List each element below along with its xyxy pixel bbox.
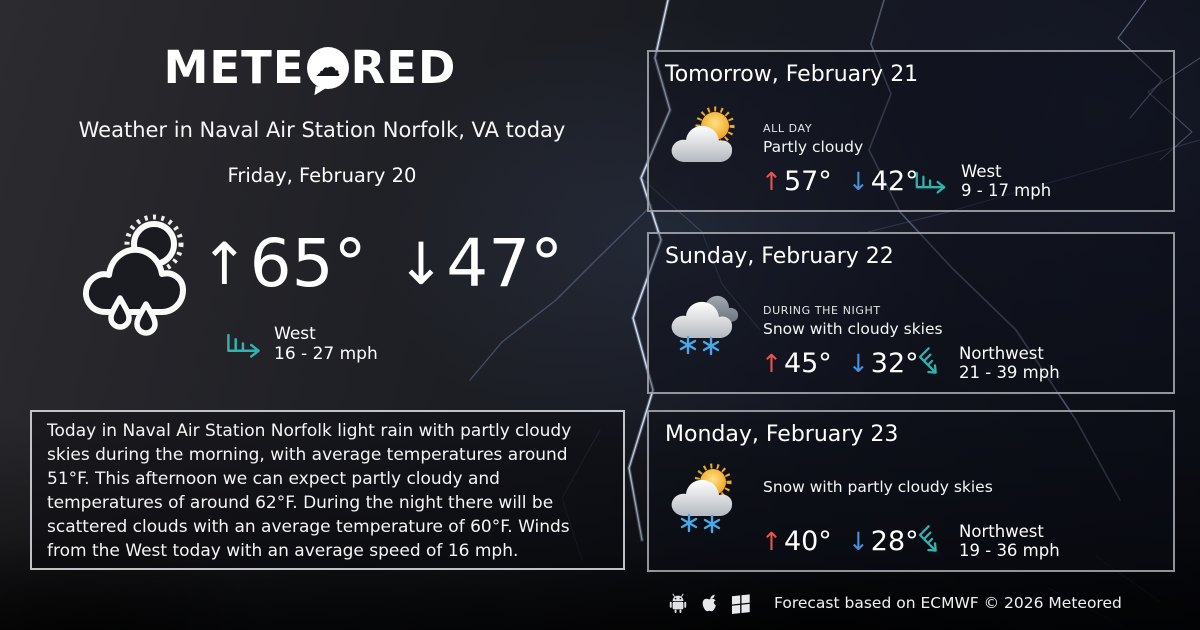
page-date: Friday, February 20 bbox=[227, 164, 417, 187]
wind-barb-down-right-icon bbox=[918, 525, 937, 552]
today-summary: Today in Naval Air Station Norfolk light… bbox=[30, 410, 625, 570]
wind-barb-right-icon bbox=[915, 171, 946, 194]
today-wind-speed: 16 - 27 mph bbox=[274, 343, 378, 364]
card-temperatures: ↑ 40° ↓ 28° bbox=[761, 524, 919, 560]
logo-text-pre: METE bbox=[163, 41, 305, 94]
arrow-up-icon: ↑ bbox=[761, 167, 782, 196]
arrow-down-icon: ↓ bbox=[847, 349, 869, 378]
snow-clouds-icon bbox=[671, 295, 739, 356]
arrow-up-icon: ↑ bbox=[761, 349, 782, 378]
partly-cloudy-icon bbox=[671, 106, 735, 162]
wind-barb-down-right-icon bbox=[918, 347, 937, 374]
card-wind-direction: West bbox=[961, 162, 1002, 181]
today-wind: West 16 - 27 mph bbox=[224, 324, 378, 364]
card-low-value: 28° bbox=[870, 526, 919, 557]
cloud-icon: ☁ bbox=[314, 53, 341, 83]
sun-rain-cloud-icon bbox=[83, 214, 186, 336]
card-wind: Northwest 21 - 39 mph bbox=[913, 344, 1060, 382]
meteored-logo[interactable]: METE ☁ RED bbox=[164, 42, 456, 94]
android-icon bbox=[669, 593, 687, 613]
today-wind-direction: West bbox=[274, 324, 316, 344]
today-high-value: 65° bbox=[249, 225, 367, 302]
card-period-label: ALL DAY bbox=[763, 122, 813, 135]
apple-icon bbox=[702, 594, 716, 612]
arrow-down-icon: ↓ bbox=[847, 167, 869, 196]
arrow-down-icon: ↓ bbox=[396, 230, 446, 298]
arrow-up-icon: ↑ bbox=[761, 527, 782, 556]
forecast-card-monday[interactable]: Monday, February 23 Snow with partly c bbox=[647, 410, 1175, 572]
card-temperatures: ↑ 57° ↓ 42° bbox=[761, 164, 919, 200]
card-wind-speed: 21 - 39 mph bbox=[959, 363, 1060, 382]
today-high: ↑ 65° bbox=[200, 218, 367, 310]
logo-text-post: RED bbox=[350, 41, 457, 94]
forecast-card-sunday[interactable]: Sunday, February 22 DURING THE NIGHT Sno… bbox=[647, 232, 1175, 394]
today-low: ↓ 47° bbox=[397, 218, 564, 310]
card-high-value: 57° bbox=[783, 166, 832, 197]
today-low-value: 47° bbox=[446, 225, 564, 302]
card-title: Tomorrow, February 21 bbox=[665, 62, 919, 87]
forecast-card-tomorrow[interactable]: Tomorrow, February 21 ALL DAY Partly clo… bbox=[647, 50, 1175, 212]
card-wind-direction: Northwest bbox=[959, 522, 1044, 541]
card-condition: Snow with partly cloudy skies bbox=[763, 478, 993, 496]
card-period-label: DURING THE NIGHT bbox=[763, 304, 881, 317]
card-wind-speed: 9 - 17 mph bbox=[961, 181, 1052, 200]
footer-attribution: Forecast based on ECMWF © 2026 Meteored bbox=[774, 594, 1122, 612]
card-title: Monday, February 23 bbox=[665, 422, 899, 447]
card-high-value: 40° bbox=[783, 526, 832, 557]
today-temperatures: ↑ 65° ↓ 47° bbox=[200, 218, 563, 310]
footer: Forecast based on ECMWF © 2026 Meteored bbox=[668, 592, 1122, 614]
cloud-speech-bubble-icon: ☁ bbox=[306, 47, 349, 89]
card-wind-speed: 19 - 36 mph bbox=[959, 541, 1060, 560]
page-title: Weather in Naval Air Station Norfolk, VA… bbox=[78, 118, 566, 142]
arrow-down-icon: ↓ bbox=[847, 527, 869, 556]
card-temperatures: ↑ 45° ↓ 32° bbox=[761, 346, 919, 382]
card-wind: Northwest 19 - 36 mph bbox=[913, 522, 1060, 560]
card-high-value: 45° bbox=[783, 348, 832, 379]
wind-barb-right-icon bbox=[227, 333, 260, 358]
windows-icon bbox=[731, 593, 750, 614]
arrow-up-icon: ↑ bbox=[200, 230, 249, 298]
card-wind: West 9 - 17 mph bbox=[913, 162, 1051, 200]
card-low-value: 42° bbox=[870, 166, 919, 197]
card-wind-direction: Northwest bbox=[959, 344, 1044, 363]
card-condition: Snow with cloudy skies bbox=[763, 320, 943, 338]
card-condition: Partly cloudy bbox=[763, 138, 864, 156]
card-title: Sunday, February 22 bbox=[665, 244, 894, 269]
card-low-value: 32° bbox=[870, 348, 919, 379]
snow-sun-cloud-icon bbox=[671, 463, 733, 534]
